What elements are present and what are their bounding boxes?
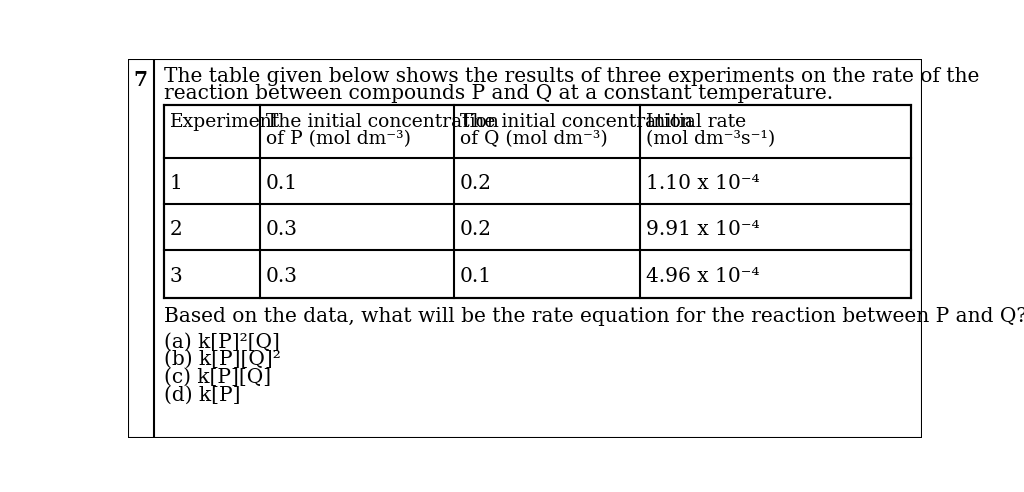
Text: The initial concentration: The initial concentration (460, 113, 692, 131)
Bar (164, 105, 910, 298)
Text: Initial rate: Initial rate (646, 113, 745, 131)
Text: 0.2: 0.2 (460, 220, 492, 239)
Text: of Q (mol dm⁻³): of Q (mol dm⁻³) (460, 130, 607, 148)
Text: (mol dm⁻³s⁻¹): (mol dm⁻³s⁻¹) (646, 130, 775, 148)
Text: 2: 2 (170, 220, 182, 239)
Text: 9.91 x 10⁻⁴: 9.91 x 10⁻⁴ (646, 220, 760, 239)
Text: (d) k[P]: (d) k[P] (164, 386, 241, 404)
Text: The initial concentration: The initial concentration (266, 113, 499, 131)
Text: 7: 7 (133, 70, 147, 90)
Text: Based on the data, what will be the rate equation for the reaction between P and: Based on the data, what will be the rate… (164, 307, 1024, 326)
Text: 0.3: 0.3 (266, 267, 298, 286)
Text: 0.3: 0.3 (266, 220, 298, 239)
Text: (c) k[P][Q]: (c) k[P][Q] (164, 368, 270, 387)
Text: 1.10 x 10⁻⁴: 1.10 x 10⁻⁴ (646, 174, 760, 193)
Text: 3: 3 (170, 267, 182, 286)
Text: reaction between compounds P and Q at a constant temperature.: reaction between compounds P and Q at a … (164, 84, 833, 103)
Text: (a) k[P]²[Q]: (a) k[P]²[Q] (164, 333, 280, 351)
Text: (b) k[P][Q]²: (b) k[P][Q]² (164, 350, 281, 369)
Text: of P (mol dm⁻³): of P (mol dm⁻³) (266, 130, 411, 148)
Text: 1: 1 (170, 174, 182, 193)
Text: 0.2: 0.2 (460, 174, 492, 193)
Text: 0.1: 0.1 (460, 267, 492, 286)
Text: 4.96 x 10⁻⁴: 4.96 x 10⁻⁴ (646, 267, 759, 286)
Text: The table given below shows the results of three experiments on the rate of the: The table given below shows the results … (164, 67, 979, 86)
Text: 0.1: 0.1 (266, 174, 298, 193)
Text: Experiment: Experiment (170, 113, 281, 131)
